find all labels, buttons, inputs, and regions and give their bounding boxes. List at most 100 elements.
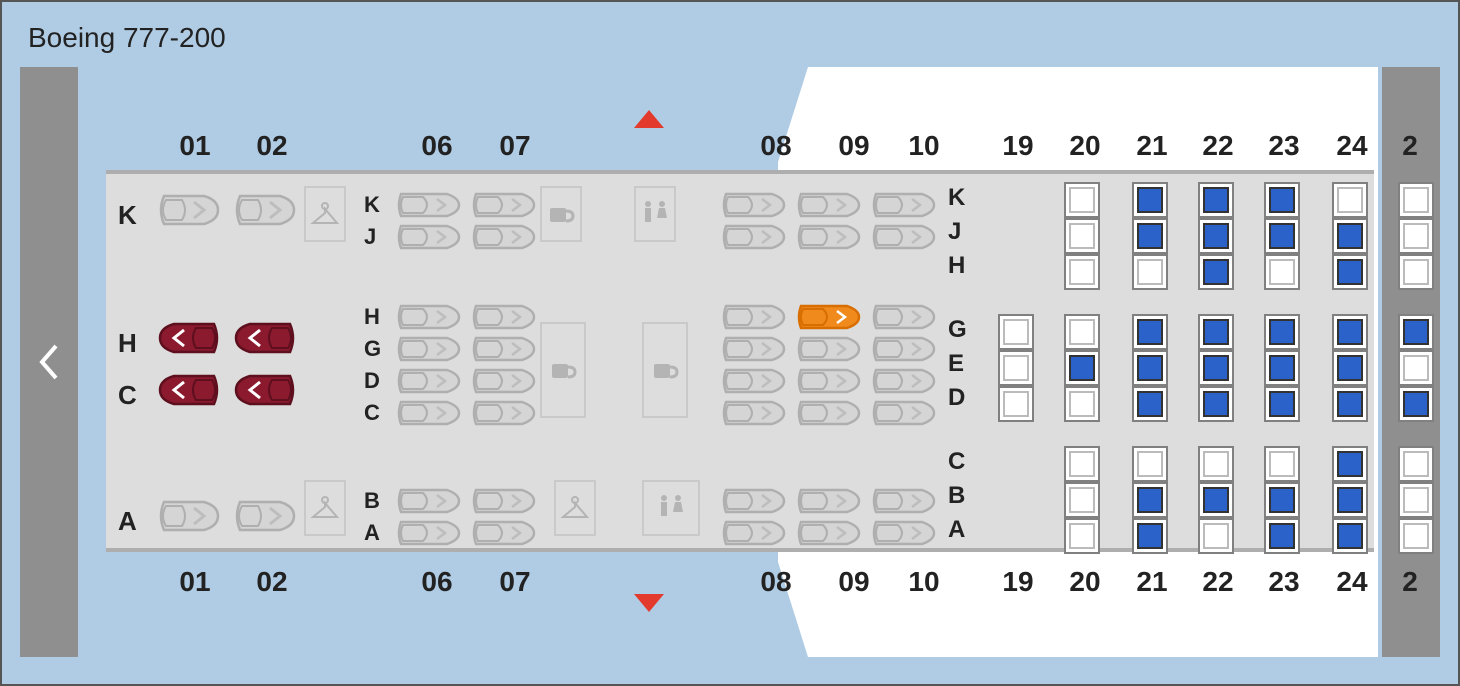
column-label: 19 xyxy=(1002,566,1033,598)
seat-biz-06B[interactable] xyxy=(397,486,455,512)
seat-econ-20E[interactable] xyxy=(1064,350,1100,386)
seat-econ-21D[interactable] xyxy=(1132,386,1168,422)
seat-econ-22B[interactable] xyxy=(1198,482,1234,518)
row-label: J xyxy=(948,218,961,246)
seat-biz-09H[interactable] xyxy=(797,302,855,328)
seat-biz-06H[interactable] xyxy=(397,302,455,328)
seat-econ-24J[interactable] xyxy=(1332,218,1368,254)
seat-biz-06A[interactable] xyxy=(397,518,455,544)
seat-biz-07K[interactable] xyxy=(472,190,530,216)
seat-biz-07B[interactable] xyxy=(472,486,530,512)
seat-biz-06G[interactable] xyxy=(397,334,455,360)
seat-biz-08K[interactable] xyxy=(722,190,780,216)
column-label: 02 xyxy=(256,130,287,162)
seat-biz-09J[interactable] xyxy=(797,222,855,248)
chevron-left-icon xyxy=(36,342,62,382)
seat-biz-10C[interactable] xyxy=(872,398,930,424)
row-label: K xyxy=(118,200,137,231)
seat-econ-19E xyxy=(998,350,1034,386)
seat-biz-10J[interactable] xyxy=(872,222,930,248)
seat-biz-07J[interactable] xyxy=(472,222,530,248)
seat-econ-25D[interactable] xyxy=(1398,386,1434,422)
seat-first-01A[interactable] xyxy=(158,496,220,534)
column-label: 08 xyxy=(760,566,791,598)
seat-biz-06K[interactable] xyxy=(397,190,455,216)
seat-biz-07D[interactable] xyxy=(472,366,530,392)
seat-econ-25E xyxy=(1398,350,1434,386)
seat-econ-23D[interactable] xyxy=(1264,386,1300,422)
seat-econ-22E[interactable] xyxy=(1198,350,1234,386)
seat-biz-09A[interactable] xyxy=(797,518,855,544)
seat-econ-21J[interactable] xyxy=(1132,218,1168,254)
seat-econ-24E[interactable] xyxy=(1332,350,1368,386)
row-label: C xyxy=(364,400,380,426)
seat-econ-21B[interactable] xyxy=(1132,482,1168,518)
seat-biz-08C[interactable] xyxy=(722,398,780,424)
lavatory-icon xyxy=(653,490,689,526)
seat-biz-09K[interactable] xyxy=(797,190,855,216)
seat-biz-10A[interactable] xyxy=(872,518,930,544)
seat-econ-22K[interactable] xyxy=(1198,182,1234,218)
seat-econ-24D[interactable] xyxy=(1332,386,1368,422)
seat-first-02C xyxy=(234,370,296,408)
seat-biz-10D[interactable] xyxy=(872,366,930,392)
seat-econ-24C[interactable] xyxy=(1332,446,1368,482)
row-label: H xyxy=(364,304,380,330)
seat-econ-23E[interactable] xyxy=(1264,350,1300,386)
seat-econ-22J[interactable] xyxy=(1198,218,1234,254)
seat-econ-22G[interactable] xyxy=(1198,314,1234,350)
seat-first-01H xyxy=(158,318,220,356)
seat-econ-23A[interactable] xyxy=(1264,518,1300,554)
seat-econ-20A xyxy=(1064,518,1100,554)
seat-econ-21E[interactable] xyxy=(1132,350,1168,386)
seat-first-02K[interactable] xyxy=(234,190,296,228)
seat-biz-08G[interactable] xyxy=(722,334,780,360)
seat-econ-24G[interactable] xyxy=(1332,314,1368,350)
seat-biz-08A[interactable] xyxy=(722,518,780,544)
seat-econ-21A[interactable] xyxy=(1132,518,1168,554)
seat-biz-09C[interactable] xyxy=(797,398,855,424)
scroll-left-button[interactable] xyxy=(20,67,78,657)
seat-biz-10H[interactable] xyxy=(872,302,930,328)
seat-econ-24B[interactable] xyxy=(1332,482,1368,518)
coffee-box xyxy=(540,186,582,242)
seat-econ-23K[interactable] xyxy=(1264,182,1300,218)
seat-biz-06D[interactable] xyxy=(397,366,455,392)
seat-econ-21K[interactable] xyxy=(1132,182,1168,218)
seat-biz-09B[interactable] xyxy=(797,486,855,512)
seat-econ-23G[interactable] xyxy=(1264,314,1300,350)
seat-econ-21G[interactable] xyxy=(1132,314,1168,350)
seat-first-01K[interactable] xyxy=(158,190,220,228)
seat-econ-23B[interactable] xyxy=(1264,482,1300,518)
seat-biz-10K[interactable] xyxy=(872,190,930,216)
seat-econ-24H[interactable] xyxy=(1332,254,1368,290)
seat-econ-23J[interactable] xyxy=(1264,218,1300,254)
seat-biz-08J[interactable] xyxy=(722,222,780,248)
seat-biz-08B[interactable] xyxy=(722,486,780,512)
closet-box xyxy=(554,480,596,536)
seat-biz-10B[interactable] xyxy=(872,486,930,512)
seat-biz-06C[interactable] xyxy=(397,398,455,424)
seat-biz-07C[interactable] xyxy=(472,398,530,424)
seat-biz-07H[interactable] xyxy=(472,302,530,328)
seat-econ-25G[interactable] xyxy=(1398,314,1434,350)
seat-econ-20J xyxy=(1064,218,1100,254)
seat-biz-10G[interactable] xyxy=(872,334,930,360)
row-label: A xyxy=(948,516,965,544)
row-label: E xyxy=(948,350,964,378)
seat-biz-08H[interactable] xyxy=(722,302,780,328)
seat-biz-07G[interactable] xyxy=(472,334,530,360)
seat-econ-24A[interactable] xyxy=(1332,518,1368,554)
column-label: 01 xyxy=(179,130,210,162)
seat-biz-07A[interactable] xyxy=(472,518,530,544)
seat-first-02A[interactable] xyxy=(234,496,296,534)
seat-econ-22D[interactable] xyxy=(1198,386,1234,422)
seat-biz-09D[interactable] xyxy=(797,366,855,392)
column-label: 09 xyxy=(838,130,869,162)
seat-biz-06J[interactable] xyxy=(397,222,455,248)
seat-biz-08D[interactable] xyxy=(722,366,780,392)
seat-biz-09G[interactable] xyxy=(797,334,855,360)
seat-econ-23C xyxy=(1264,446,1300,482)
row-label: C xyxy=(118,380,137,411)
seat-econ-22H[interactable] xyxy=(1198,254,1234,290)
